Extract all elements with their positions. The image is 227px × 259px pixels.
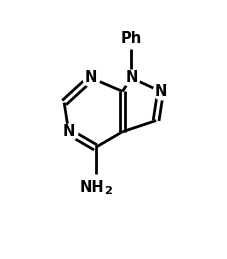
Text: N: N [62, 124, 75, 139]
Text: N: N [125, 70, 138, 85]
Text: NH: NH [80, 180, 104, 195]
Text: 2: 2 [104, 186, 112, 196]
Text: Ph: Ph [121, 31, 142, 46]
Text: N: N [154, 84, 167, 99]
Text: N: N [85, 70, 97, 85]
